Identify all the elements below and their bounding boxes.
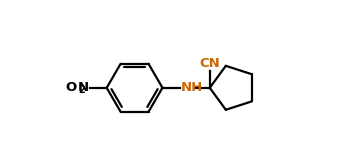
Text: O: O: [65, 81, 77, 94]
Text: 2: 2: [79, 86, 85, 96]
Text: N: N: [78, 81, 89, 94]
Text: CN: CN: [199, 57, 220, 70]
Text: NH: NH: [180, 81, 203, 94]
